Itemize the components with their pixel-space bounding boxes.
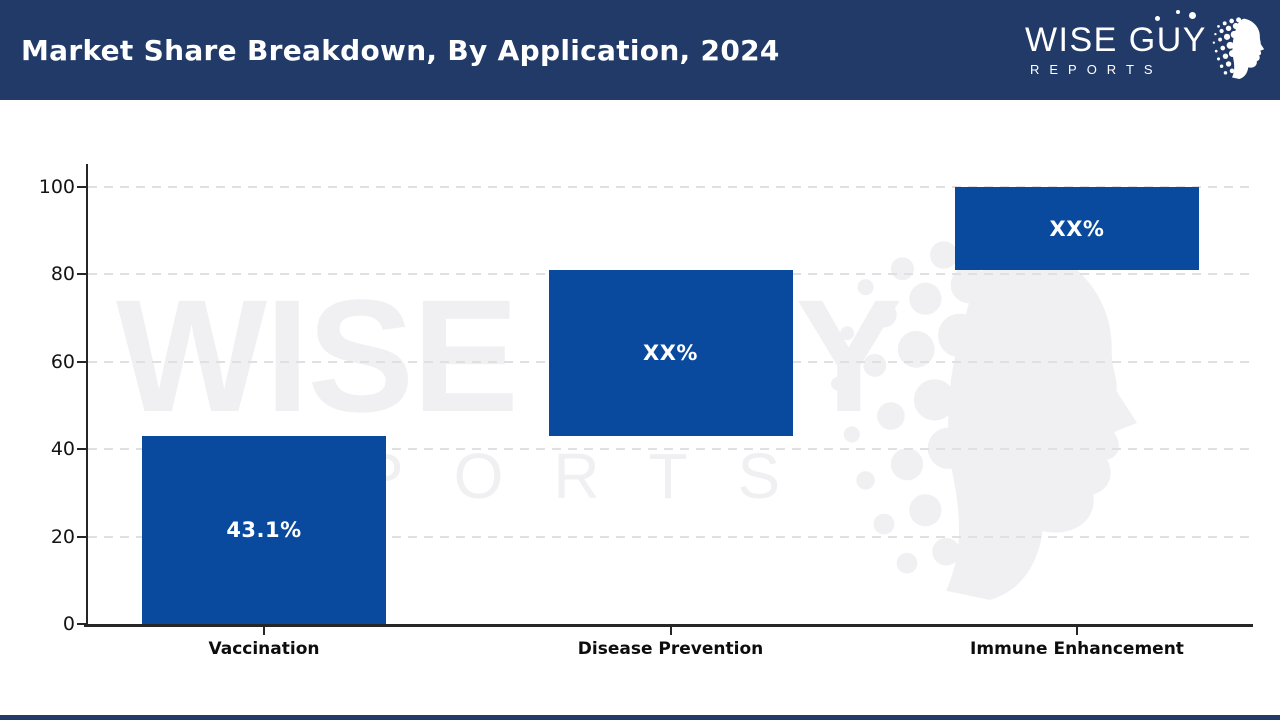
gridline-y-40 <box>88 448 1253 451</box>
y-tick-mark-60 <box>77 360 86 363</box>
logo-accent-dot <box>1189 12 1196 19</box>
y-tick-mark-80 <box>77 273 86 276</box>
y-tick-label-80: 80 <box>50 263 75 286</box>
logo-accent-dot <box>1155 16 1160 21</box>
bar-disease-prevention: XX% <box>548 270 793 436</box>
x-tick-mark-immune-enhancement <box>1076 627 1078 635</box>
y-tick-mark-40 <box>77 448 86 451</box>
y-tick-label-20: 20 <box>50 525 75 548</box>
y-tick-mark-0 <box>77 623 86 625</box>
plot-area: WISE GUY REPORTS 0 20 40 60 80 100 43.1% XX% XX%… <box>39 164 1253 659</box>
x-axis-label-vaccination: Vaccination <box>208 639 320 659</box>
y-tick-label-0: 0 <box>62 613 75 635</box>
logo-accent-dot <box>1176 10 1180 14</box>
gridline-y-20 <box>88 535 1253 538</box>
brand-name-text: WISE GUY <box>1024 21 1207 59</box>
x-tick-mark-disease-prevention <box>669 627 672 635</box>
x-axis-label-disease-prevention: Disease Prevention <box>577 639 764 659</box>
x-axis-line <box>84 624 1253 627</box>
y-tick-label-60: 60 <box>50 350 75 373</box>
header-bar: Market Share Breakdown, By Application, … <box>0 0 1280 100</box>
bar-immune-enhancement: XX% <box>955 187 1199 271</box>
brand-logo-text: WISE GUY REPORTS <box>1024 10 1207 77</box>
bar-value-label: XX% <box>1049 216 1105 241</box>
x-tick-mark-vaccination <box>263 627 265 635</box>
bar-vaccination: 43.1% <box>142 435 386 624</box>
y-tick-label-100: 100 <box>38 176 75 198</box>
brand-subtitle: REPORTS <box>1029 62 1163 77</box>
watermark-head-icon <box>831 233 1137 600</box>
footer-accent-bar <box>0 715 1280 720</box>
y-tick-mark-20 <box>77 535 86 538</box>
y-axis-line <box>86 164 88 624</box>
dotted-head-profile-icon <box>1212 17 1265 79</box>
bar-value-label: XX% <box>643 340 698 365</box>
gridline-y-100 <box>88 186 1253 188</box>
x-axis-label-immune-enhancement: Immune Enhancement <box>970 639 1184 659</box>
bar-value-label: 43.1% <box>226 517 302 542</box>
brand-name: WISE GUY <box>1024 10 1207 59</box>
page-title: Market Share Breakdown, By Application, … <box>21 33 780 67</box>
brand-logo: WISE GUY REPORTS <box>1025 5 1268 95</box>
y-tick-mark-100 <box>77 186 86 188</box>
y-tick-label-40: 40 <box>50 438 75 461</box>
